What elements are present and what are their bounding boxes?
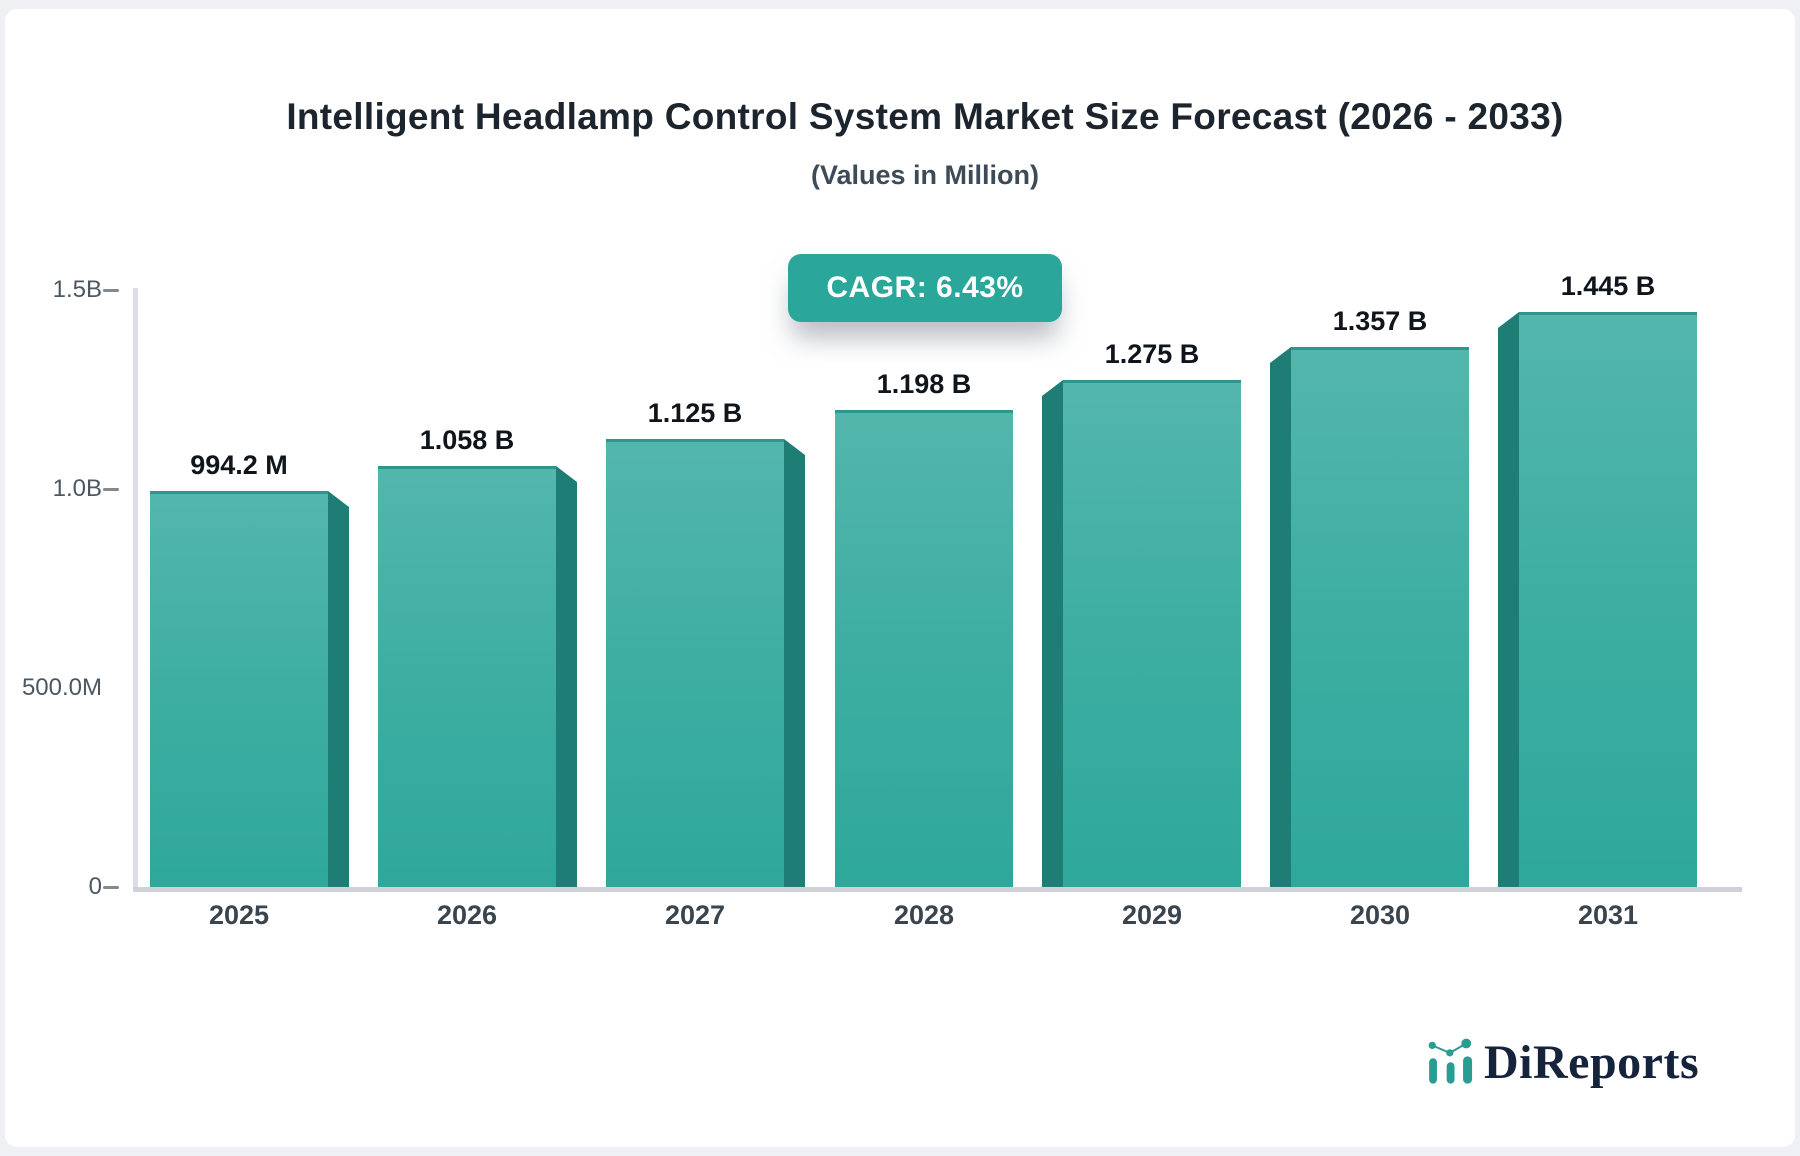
y-tick-label: 500.0M (21, 674, 102, 701)
bar-2030 (1291, 347, 1469, 887)
bar-value-label-2025: 994.2 M (190, 450, 288, 480)
bar-value-label-2028: 1.198 B (876, 369, 972, 399)
cagr-badge-label: CAGR: 6.43% (826, 271, 1024, 304)
chart-subtitle: (Values in Million) (810, 160, 1040, 190)
chart-title: Intelligent Headlamp Control System Mark… (286, 96, 1564, 137)
bar-3d-side-2027 (784, 439, 805, 887)
cagr-badge: CAGR: 6.43% (788, 254, 1062, 322)
bar-3d-side-2030 (1270, 347, 1291, 887)
y-tick-dash (103, 487, 119, 491)
x-axis-label-2028: 2028 (893, 900, 955, 930)
bar-value-label-2027: 1.125 B (647, 398, 743, 428)
y-tick-label: 1.5B (52, 276, 102, 303)
bar-2025 (150, 491, 328, 887)
bar-2027 (606, 439, 784, 887)
x-axis-label-2031: 2031 (1577, 900, 1639, 930)
bar-value-label-2026: 1.058 B (419, 425, 515, 455)
bar-2031 (1519, 312, 1697, 887)
bar-3d-side-2029 (1042, 380, 1063, 887)
x-axis-line (133, 887, 1742, 892)
x-axis-label-2026: 2026 (436, 900, 498, 930)
x-axis-label-2025: 2025 (208, 900, 270, 930)
bar-3d-side-2026 (556, 466, 577, 887)
logo-brand-text: DiReports (1484, 1035, 1700, 1089)
bar-3d-side-2025 (328, 491, 349, 887)
bar-2029 (1063, 380, 1241, 887)
y-tick-label: 0 (88, 873, 102, 900)
direports-logo: DiReports (1426, 1030, 1699, 1094)
x-axis-label-2030: 2030 (1349, 900, 1411, 930)
y-axis-line (133, 288, 138, 892)
bar-2026 (378, 466, 556, 887)
y-tick-dash (103, 885, 119, 889)
bar-value-label-2031: 1.445 B (1560, 271, 1656, 301)
bar-value-label-2029: 1.275 B (1104, 339, 1200, 369)
y-tick-dash (103, 288, 119, 292)
x-axis-label-2029: 2029 (1121, 900, 1183, 930)
x-axis-label-2027: 2027 (664, 900, 726, 930)
mini-bar-chart-logo-icon (1428, 1038, 1473, 1084)
bar-2028 (835, 410, 1013, 887)
bar-3d-side-2031 (1498, 312, 1519, 887)
y-tick-label: 1.0B (52, 475, 102, 502)
bar-value-label-2030: 1.357 B (1332, 306, 1428, 336)
